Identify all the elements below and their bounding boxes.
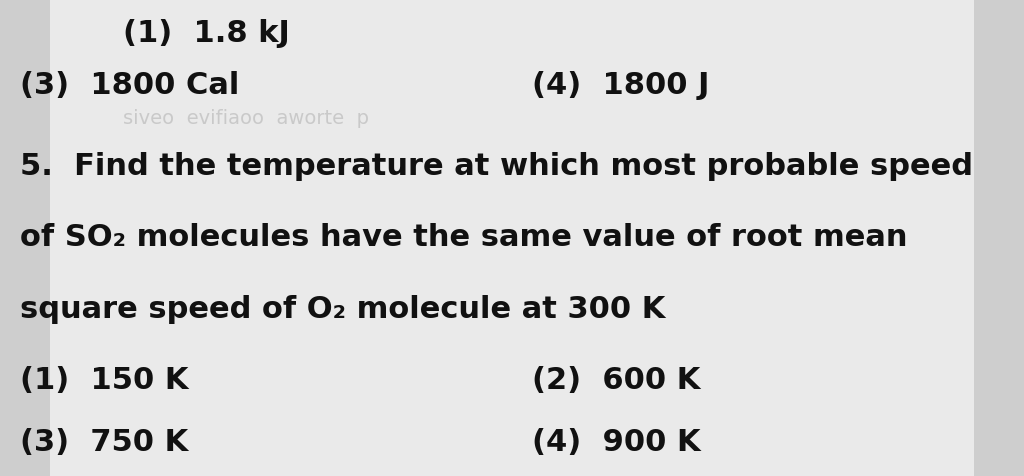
Text: (1)  1.8 kJ: (1) 1.8 kJ bbox=[123, 19, 290, 48]
Text: (4)  1800 J: (4) 1800 J bbox=[532, 71, 710, 100]
Text: (4)  900 K: (4) 900 K bbox=[532, 428, 701, 457]
Text: (3)  750 K: (3) 750 K bbox=[20, 428, 188, 457]
Text: siveo  evifiaoo  aworte  p: siveo evifiaoo aworte p bbox=[123, 109, 369, 129]
Text: 5.  Find the temperature at which most probable speed: 5. Find the temperature at which most pr… bbox=[20, 152, 974, 181]
Text: (2)  600 K: (2) 600 K bbox=[532, 367, 700, 395]
Text: (3)  1800 Cal: (3) 1800 Cal bbox=[20, 71, 240, 100]
Text: square speed of O₂ molecule at 300 K: square speed of O₂ molecule at 300 K bbox=[20, 295, 666, 324]
Text: (1)  150 K: (1) 150 K bbox=[20, 367, 189, 395]
Text: of SO₂ molecules have the same value of root mean: of SO₂ molecules have the same value of … bbox=[20, 224, 908, 252]
